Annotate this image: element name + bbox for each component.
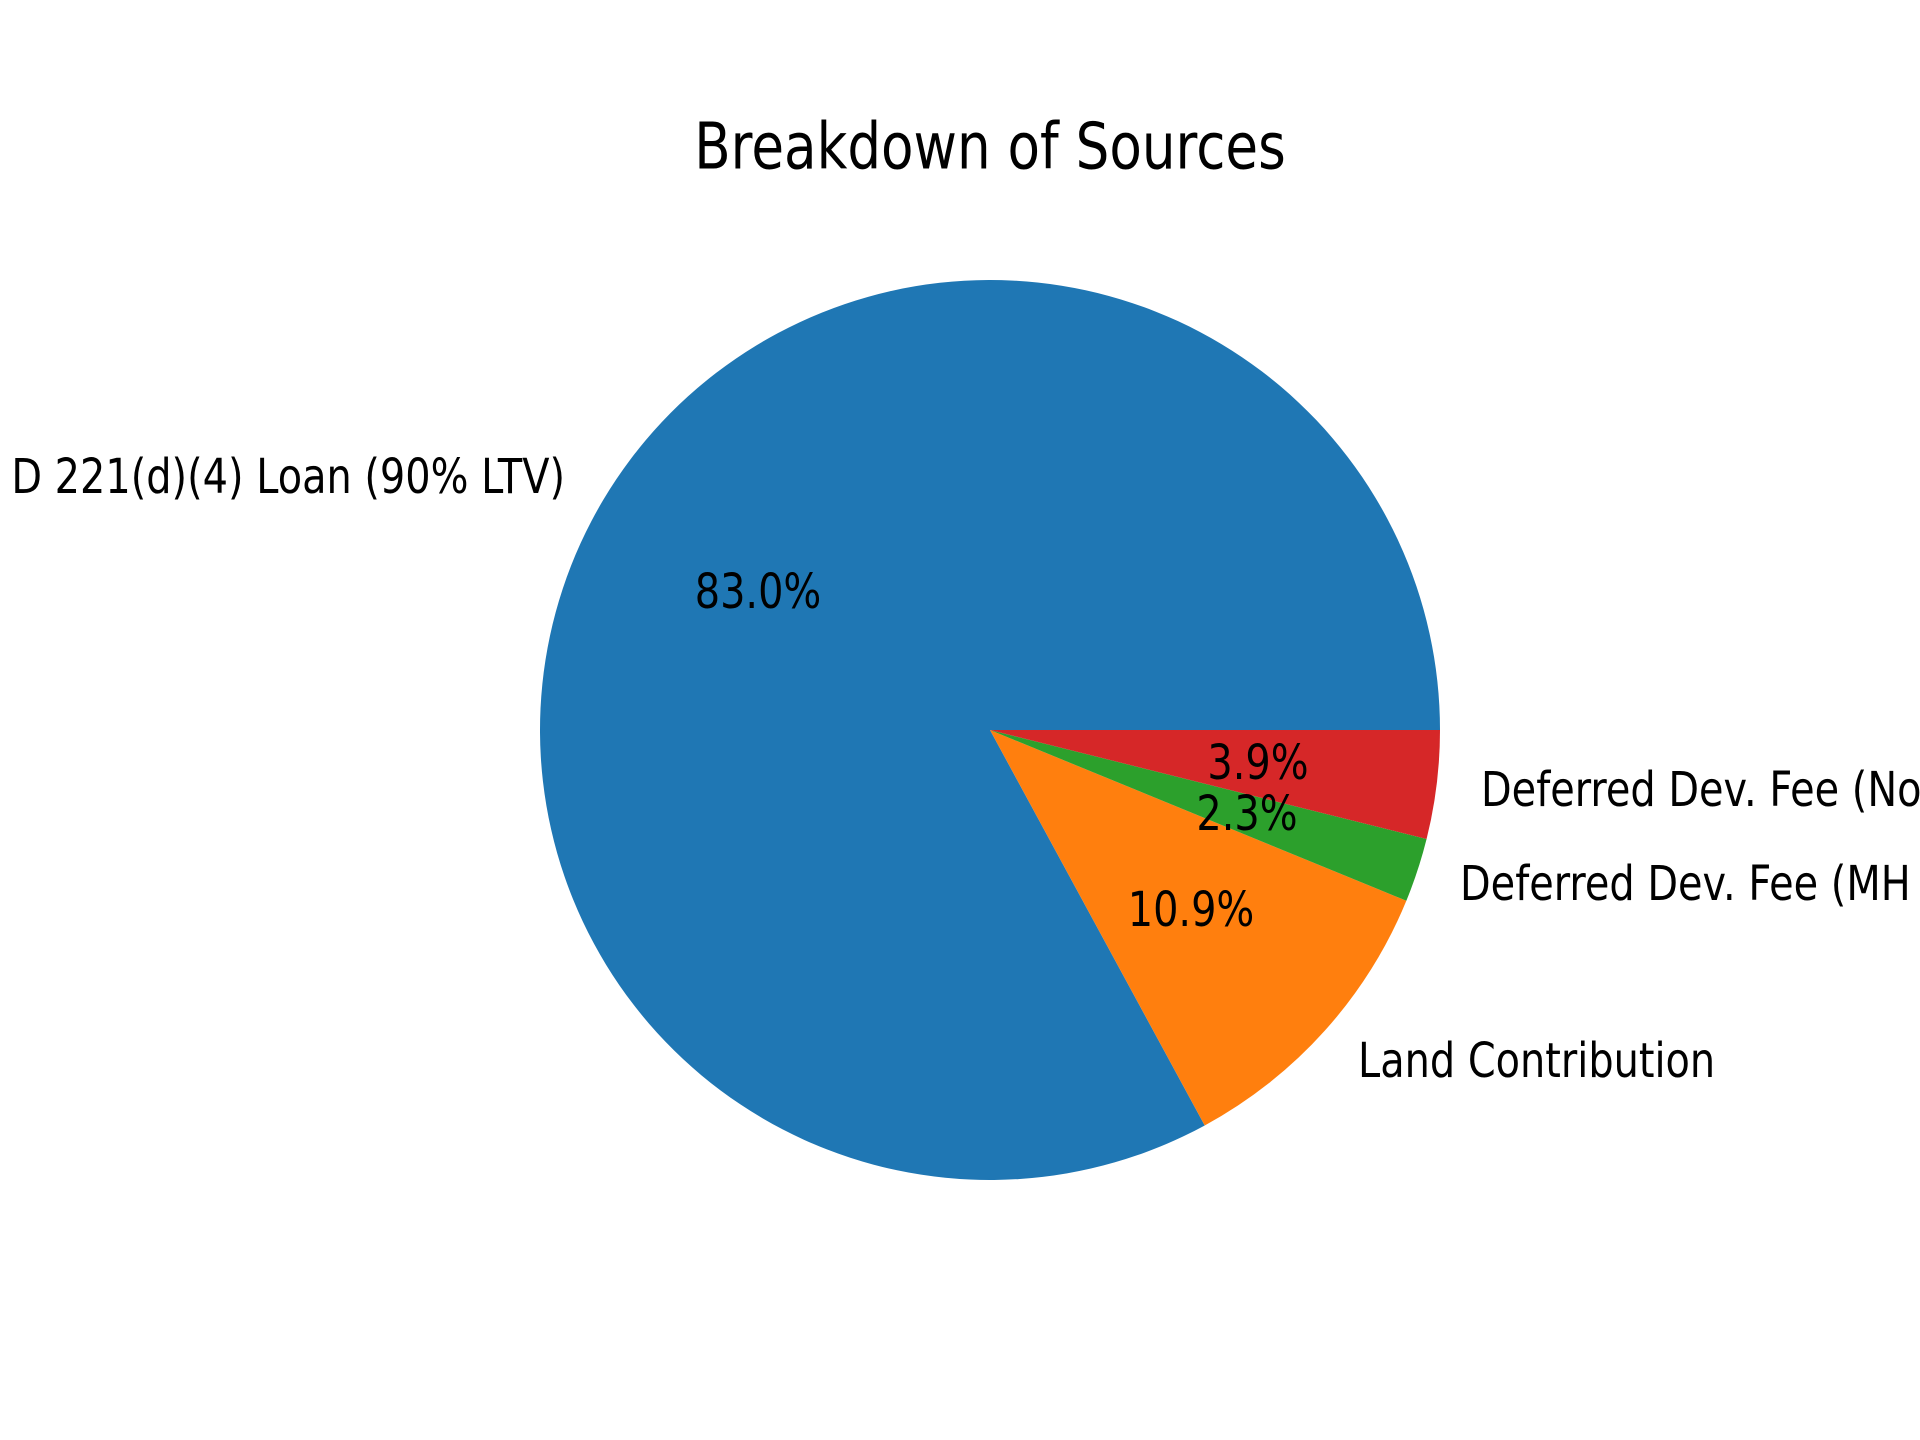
pie-slice-1 <box>990 730 1407 1126</box>
chart-title: Breakdown of Sources <box>694 110 1286 185</box>
pie-slice-2 <box>990 730 1427 901</box>
pct-label-loan: 83.0% <box>694 563 822 620</box>
pct-label-deferred-fee-non: 3.9% <box>1207 734 1309 791</box>
slice-label-deferred-fee-non: Deferred Dev. Fee (No <box>1481 762 1920 819</box>
pie-slice-0 <box>540 279 1440 1180</box>
slice-label-deferred-fee-mhdc: Deferred Dev. Fee (MH <box>1460 856 1912 913</box>
slice-label-loan: D 221(d)(4) Loan (90% LTV) <box>10 448 565 505</box>
pct-label-deferred-fee-mhdc: 2.3% <box>1195 785 1298 842</box>
slice-label-land-contribution: Land Contribution <box>1358 1032 1716 1089</box>
pie-slice-3 <box>990 730 1440 840</box>
pct-label-land-contribution: 10.9% <box>1127 882 1255 939</box>
